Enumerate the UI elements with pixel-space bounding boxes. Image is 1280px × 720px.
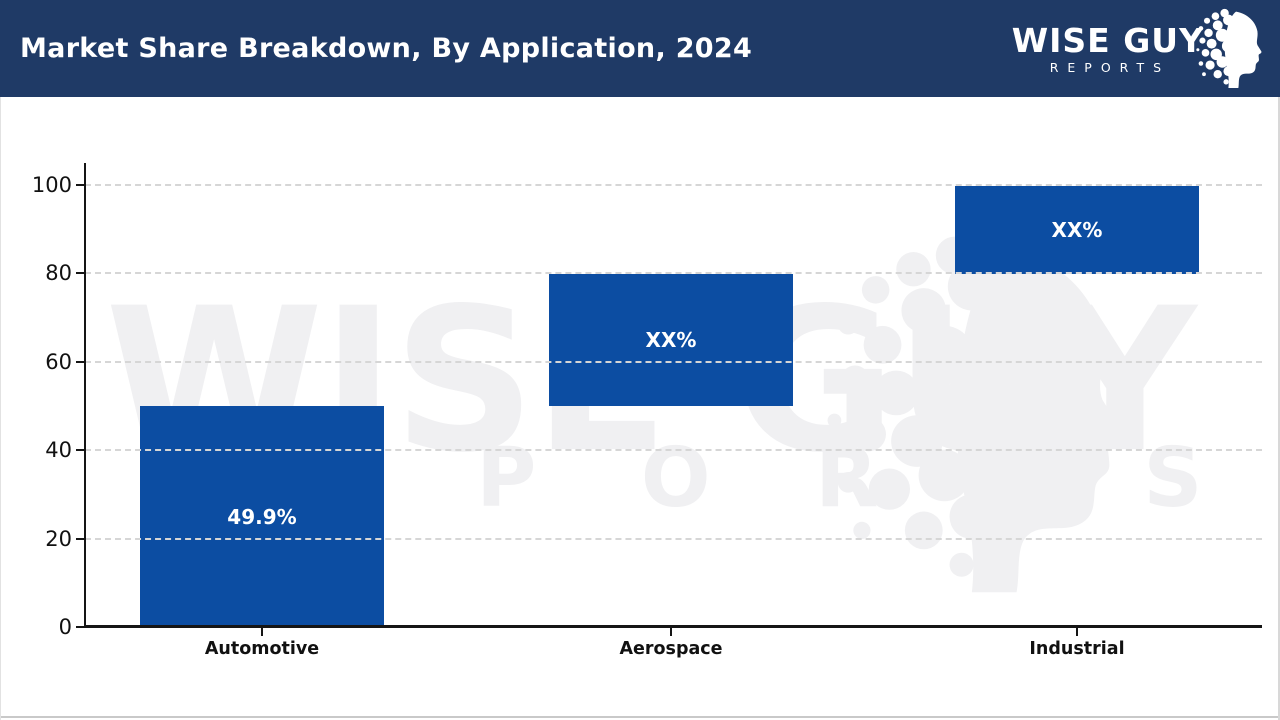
y-tick-mark-20	[76, 537, 84, 540]
bar-aerospace: XX%	[549, 274, 793, 407]
header-bar: Market Share Breakdown, By Application, …	[0, 0, 1280, 97]
bar-value-label-industrial: XX%	[1051, 218, 1103, 243]
logo-reports-label: REPORTS	[1049, 59, 1171, 75]
y-tick-mark-60	[76, 360, 84, 363]
bar-industrial: XX%	[955, 185, 1199, 275]
bar-value-label-automotive: 49.9%	[227, 504, 297, 529]
y-tick-label-60: 60	[45, 349, 72, 374]
x-category-label-2: Industrial	[1029, 639, 1125, 659]
y-tick-label-100: 100	[31, 173, 72, 198]
gridline-80	[85, 272, 1262, 275]
wise-guy-reports-logo: WISE GUY REPORTS	[1012, 6, 1272, 92]
y-tick-label-80: 80	[45, 261, 72, 286]
gridline-20	[85, 537, 1262, 540]
page-left-border	[0, 97, 1, 720]
bar-value-label-aerospace: XX%	[645, 328, 697, 353]
x-axis-line	[84, 625, 1262, 628]
gridline-100	[85, 184, 1262, 187]
y-tick-label-0: 0	[58, 615, 72, 639]
y-tick-mark-80	[76, 272, 84, 275]
gridline-60	[85, 360, 1262, 363]
y-tick-label-40: 40	[45, 438, 72, 463]
x-tick-mark-0	[261, 628, 263, 636]
page-bottom-border	[0, 716, 1280, 718]
x-tick-mark-1	[670, 628, 672, 636]
logo-wiseguy-label: WISE GUY	[1011, 20, 1204, 60]
page-right-border	[1278, 97, 1280, 720]
bar-automotive: 49.9%	[140, 406, 384, 627]
chart-title: Market Share Breakdown, By Application, …	[20, 33, 753, 64]
x-category-label-1: Aerospace	[619, 639, 723, 659]
logo-face-icon	[1196, 8, 1262, 88]
x-category-label-0: Automotive	[204, 639, 320, 659]
logo-text: WISE GUY REPORTS	[1012, 24, 1204, 75]
y-axis-line	[84, 163, 86, 628]
gridline-40	[85, 449, 1262, 452]
x-tick-mark-2	[1076, 628, 1078, 636]
y-tick-label-20: 20	[45, 526, 72, 551]
y-tick-mark-0	[76, 626, 84, 628]
watermark-face-logo-icon	[827, 236, 1121, 593]
y-tick-mark-100	[76, 184, 84, 187]
y-tick-mark-40	[76, 449, 84, 452]
